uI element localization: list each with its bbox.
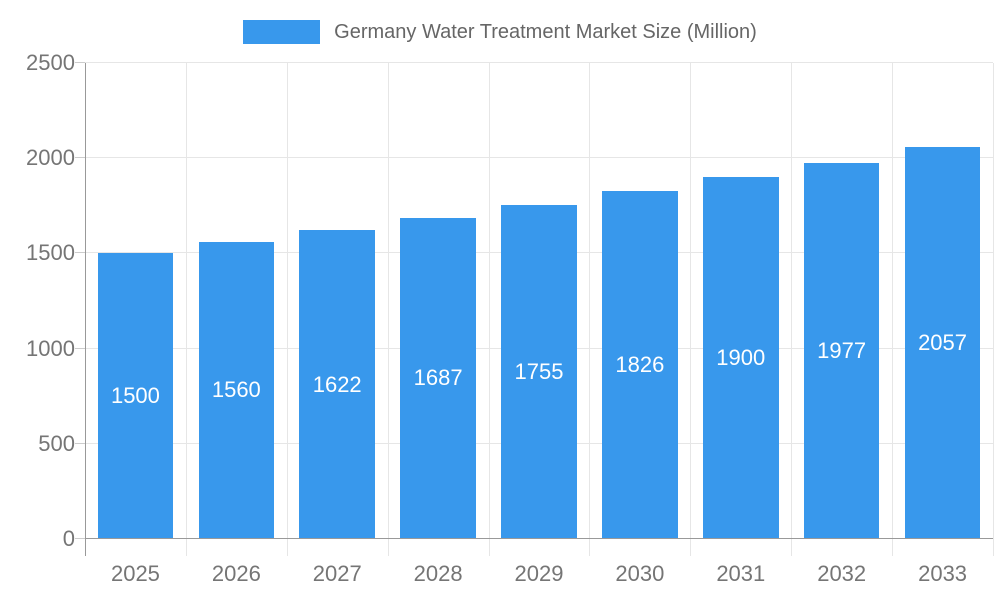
y-axis-label: 2500 (26, 50, 75, 75)
x-axis-label: 2026 (211, 561, 261, 586)
y-tick (75, 347, 85, 349)
x-axis-label: 2031 (716, 561, 766, 586)
bar[interactable]: 1977 (803, 162, 880, 539)
bar[interactable]: 1500 (97, 253, 174, 539)
v-gridline (589, 63, 591, 556)
bar[interactable]: 1687 (400, 217, 476, 539)
bar[interactable]: 1900 (702, 177, 779, 539)
bar-value-label: 2057 (918, 330, 968, 356)
v-gridline (690, 63, 692, 556)
bar-value-label: 1560 (211, 377, 261, 403)
x-axis-label: 2029 (514, 561, 564, 586)
y-tick (75, 252, 85, 254)
y-axis-label: 1500 (26, 240, 75, 266)
bar[interactable]: 1826 (602, 191, 678, 539)
h-gridline (85, 62, 993, 63)
v-gridline (993, 63, 994, 556)
v-gridline (286, 63, 288, 556)
y-axis-label: 500 (38, 430, 75, 456)
y-axis-labels: 0 500 1000 1500 2000 2500 (0, 50, 75, 551)
bar-value-label: 1755 (514, 358, 564, 384)
v-gridline (892, 63, 894, 556)
v-gridline (387, 63, 389, 556)
y-axis-label: 0 (62, 526, 75, 551)
bar-value-label: 1977 (817, 337, 867, 363)
legend-swatch (243, 20, 321, 44)
x-axis-label: 2032 (817, 561, 867, 586)
x-axis-label: 2027 (312, 561, 362, 586)
v-gridline (488, 63, 490, 556)
y-tick (75, 62, 85, 63)
x-axis-label: 2028 (413, 561, 463, 586)
y-axis-label: 1000 (26, 335, 75, 361)
y-tick (75, 157, 85, 159)
y-axis-label: 2000 (26, 145, 75, 171)
bar-value-label: 1687 (413, 365, 463, 391)
y-tick (75, 442, 85, 444)
bar-value-label: 1500 (110, 383, 160, 409)
legend-label: Germany Water Treatment Market Size (Mil… (334, 21, 757, 43)
x-axis-line (85, 538, 993, 539)
x-axis-labels: 2025 2026 2027 2028 2029 2030 2031 2032 2033 (85, 539, 993, 587)
bar-value-label: 1900 (716, 345, 766, 371)
legend-item[interactable]: Germany Water Treatment Market Size (Mil… (0, 20, 1000, 44)
x-axis-label: 2033 (918, 561, 968, 586)
v-gridline (185, 63, 187, 556)
y-axis-line (85, 63, 86, 556)
x-axis-label: 2025 (110, 561, 160, 586)
bar-value-label: 1826 (615, 352, 665, 378)
x-axis-label: 2030 (615, 561, 665, 586)
v-gridline (791, 63, 793, 556)
bar-value-label: 1622 (312, 371, 362, 397)
plot-area: 1500 1560 1622 1687 1755 1826 1900 1977 2057 (75, 62, 994, 556)
bar[interactable]: 1560 (198, 241, 275, 539)
bar[interactable]: 1622 (299, 230, 376, 539)
y-tick (75, 538, 85, 539)
bar[interactable]: 1755 (501, 204, 577, 539)
bar[interactable]: 2057 (904, 147, 981, 539)
h-gridline (85, 157, 993, 159)
